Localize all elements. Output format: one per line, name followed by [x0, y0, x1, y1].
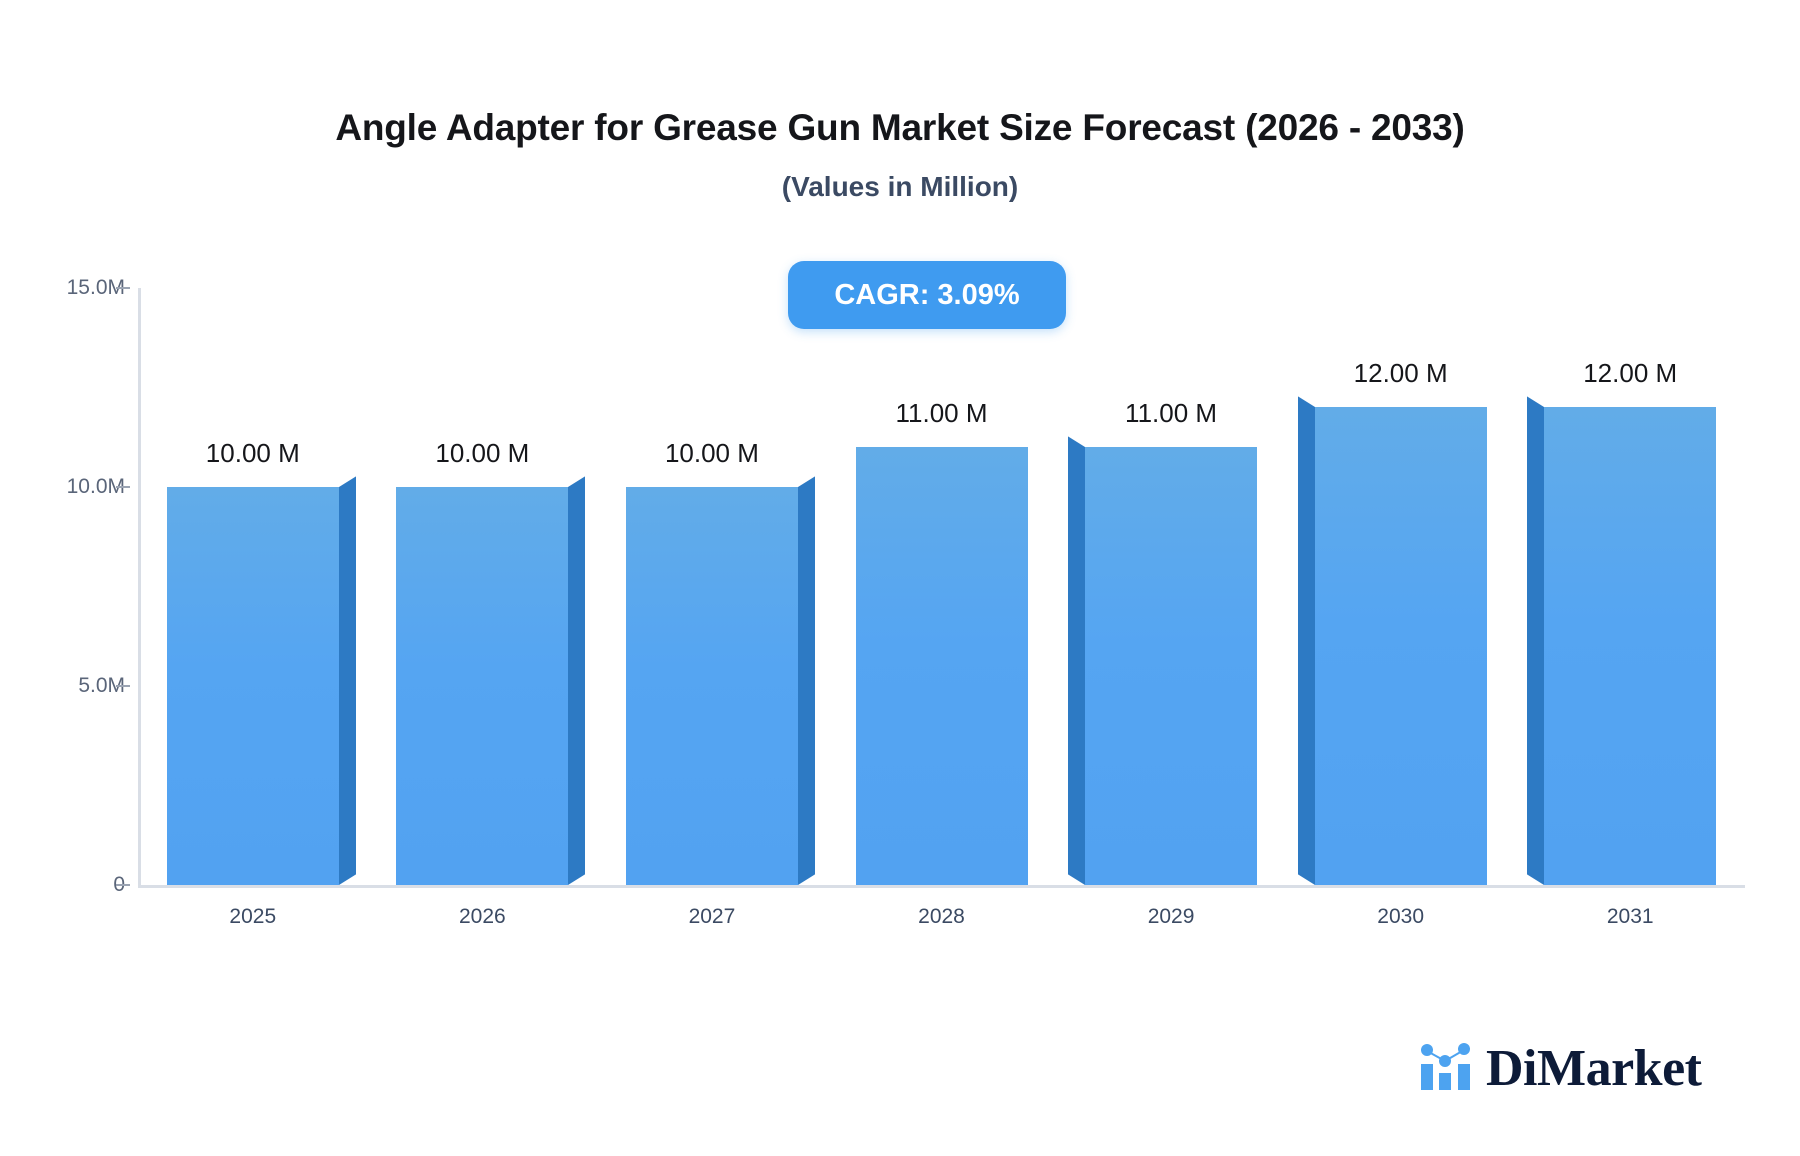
- bar-chart-icon: [1418, 1040, 1474, 1097]
- bar-face: [1314, 407, 1487, 885]
- chart-subtitle: (Values in Million): [781, 170, 1019, 202]
- brand-name: DiMarket: [1486, 1039, 1702, 1097]
- x-axis-tick-label: 2026: [458, 905, 506, 928]
- y-axis-tick-mark: [116, 884, 130, 886]
- bar-value-label: 10.00 M: [664, 438, 759, 468]
- plot-area: 10.00 M 10.00 M 10.00 M 11.00 M 11.00 M 12.00…: [67, 276, 1745, 928]
- x-axis-tick-label: 2025: [229, 905, 277, 928]
- x-axis-tick-label: 2031: [1606, 905, 1654, 928]
- bar-face: [625, 487, 798, 885]
- y-axis-tick-mark: [116, 685, 130, 687]
- bar-side-face: [1068, 436, 1086, 885]
- bar-2029: 11.00 M: [1068, 398, 1258, 885]
- title-block: Angle Adapter for Grease Gun Market Size…: [0, 107, 1800, 203]
- bar-value-label: 11.00 M: [895, 398, 988, 429]
- brand-logo: DiMarket: [1418, 1039, 1702, 1097]
- bar-value-label: 10.00 M: [205, 438, 300, 468]
- bar-2025: 10.00 M: [166, 438, 356, 885]
- bar-2030: 12.00 M: [1297, 358, 1487, 885]
- bar-2031: 12.00 M: [1527, 358, 1717, 885]
- y-axis-tick-label: 15.0M: [66, 276, 125, 299]
- bar-face: [1085, 447, 1258, 885]
- bar-side-face: [338, 476, 356, 885]
- x-axis-tick-label: 2029: [1147, 905, 1195, 928]
- y-axis-tick-mark: [116, 486, 130, 488]
- y-axis-tick-label: 0: [3, 873, 125, 897]
- bar-face: [166, 487, 339, 885]
- y-axis-tick-label: 10.0M: [66, 475, 125, 498]
- y-axis-tick-mark: [116, 287, 130, 289]
- bar-side-face: [568, 476, 586, 885]
- x-axis-tick-label: 2030: [1377, 905, 1424, 928]
- page-title: Angle Adapter for Grease Gun Market Size…: [335, 107, 1465, 148]
- bar-value-label: 12.00 M: [1583, 358, 1678, 389]
- bar-2028: 11.00 M: [855, 398, 1028, 885]
- x-axis-tick-label: 2028: [918, 905, 965, 928]
- bar-value-label: 11.00 M: [1125, 398, 1218, 429]
- bar-face: [396, 487, 569, 885]
- bar-face: [855, 447, 1028, 885]
- x-axis-line: [138, 885, 1745, 888]
- bar-2027: 10.00 M: [625, 438, 815, 885]
- y-axis-tick-label: 5.0M: [78, 674, 125, 697]
- cagr-badge: CAGR: 3.09%: [788, 261, 1066, 329]
- bar-side-face: [1297, 396, 1315, 885]
- cagr-badge-label: CAGR: 3.09%: [834, 278, 1020, 311]
- y-axis-line: [138, 288, 141, 888]
- bar-value-label: 10.00 M: [435, 438, 530, 468]
- bar-side-face: [797, 476, 815, 885]
- bar-side-face: [1527, 396, 1545, 885]
- bar-series: 10.00 M 10.00 M 10.00 M 11.00 M 11.00 M 12.00…: [138, 288, 1745, 885]
- bar-face: [1544, 407, 1717, 885]
- bar-value-label: 12.00 M: [1353, 358, 1448, 389]
- x-axis-tick-label: 2027: [688, 905, 736, 928]
- bar-2026: 10.00 M: [396, 438, 586, 885]
